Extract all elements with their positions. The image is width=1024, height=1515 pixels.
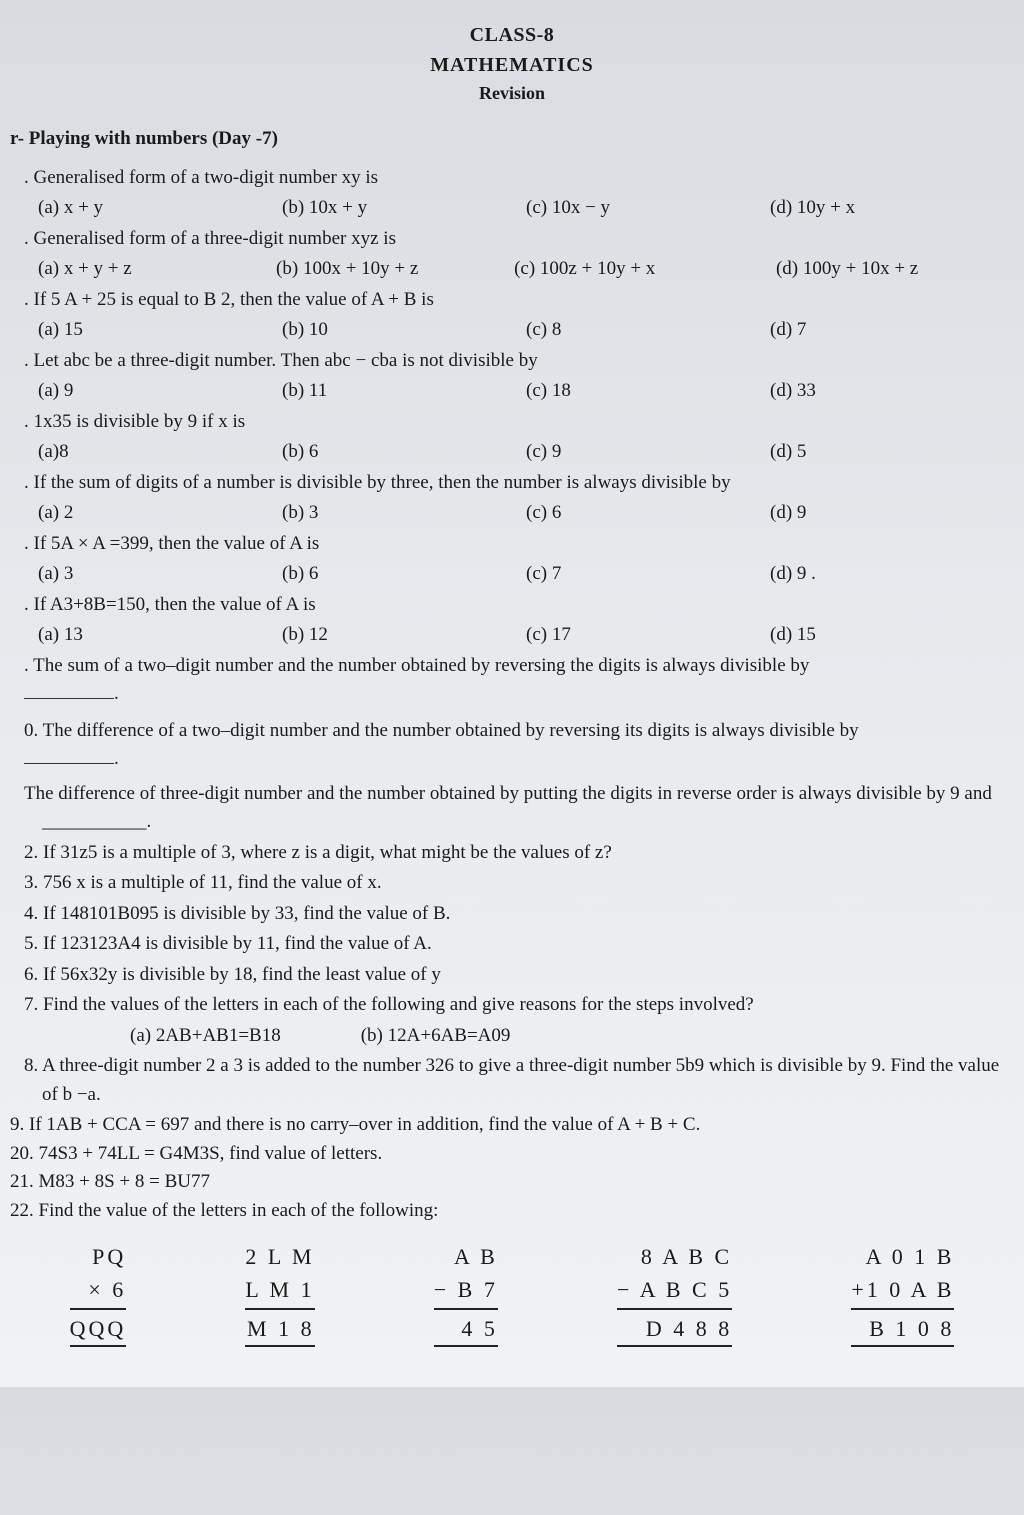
problem-3: A B − B 7 4 5 (434, 1240, 498, 1347)
class-label: CLASS-8 (10, 20, 1014, 50)
option-d: (d) 33 (770, 377, 1014, 406)
problem-4: 8 A B C − A B C 5 D 4 8 8 (617, 1240, 732, 1347)
question-text: . Generalised form of a two-digit number… (24, 164, 1014, 193)
question-text: . If the sum of digits of a number is di… (24, 469, 1014, 498)
question-text: 21. M83 + 8S + 8 = BU77 (10, 1168, 1014, 1197)
option-c: (c) 6 (526, 499, 770, 528)
option-c: (c) 100z + 10y + x (514, 255, 776, 284)
question-text: 4. If 148101B095 is divisible by 33, fin… (24, 900, 1014, 929)
option-b: (b) 10 (282, 316, 526, 345)
option-b: (b) 6 (282, 438, 526, 467)
question-text: . Generalised form of a three-digit numb… (24, 225, 1014, 254)
option-d: (d) 15 (770, 621, 1014, 650)
subject-label: MATHEMATICS (10, 50, 1014, 80)
option-a: (a) 13 (38, 621, 282, 650)
question-text: . If 5A × A =399, then the value of A is (24, 530, 1014, 559)
option-b: (b) 3 (282, 499, 526, 528)
tail-questions: 9. If 1AB + CCA = 697 and there is no ca… (10, 1111, 1014, 1225)
problem-1: PQ × 6 QQQ (70, 1240, 127, 1347)
option-a: (a) 9 (38, 377, 282, 406)
option-a: (a) 15 (38, 316, 282, 345)
question-text: 9. If 1AB + CCA = 697 and there is no ca… (10, 1111, 1014, 1140)
option-c: (c) 9 (526, 438, 770, 467)
option-b: (b) 11 (282, 377, 526, 406)
question-text: 2. If 31z5 is a multiple of 3, where z i… (24, 839, 1014, 868)
option-a: (a) 2 (38, 499, 282, 528)
option-d: (d) 9 . (770, 560, 1014, 589)
arithmetic-problems: PQ × 6 QQQ 2 L M L M 1 M 1 8 A B − B 7 4… (10, 1240, 1014, 1347)
option-a: (a) 3 (38, 560, 282, 589)
option-a: (a) x + y (38, 194, 282, 223)
question-text: 5. If 123123A4 is divisible by 11, find … (24, 930, 1014, 959)
revision-label: Revision (10, 80, 1014, 107)
question-text: 22. Find the value of the letters in eac… (10, 1197, 1014, 1226)
option-c: (c) 7 (526, 560, 770, 589)
option-d: (d) 10y + x (770, 194, 1014, 223)
option-c: (c) 10x − y (526, 194, 770, 223)
question-text: 20. 74S3 + 74LL = G4M3S, find value of l… (10, 1140, 1014, 1169)
option-b: (b) 10x + y (282, 194, 526, 223)
fill-blank (24, 698, 114, 699)
long-questions: The difference of three-digit number and… (10, 780, 1014, 1110)
question-text: . If 5 A + 25 is equal to B 2, then the … (24, 286, 1014, 315)
chapter-title: r- Playing with numbers (Day -7) (10, 125, 1014, 154)
option-c: (c) 18 (526, 377, 770, 406)
fill-text: 0. The difference of a two–digit number … (24, 720, 859, 741)
question-text: . If A3+8B=150, then the value of A is (24, 591, 1014, 620)
fill-blank (24, 763, 114, 764)
question-text: 6. If 56x32y is divisible by 18, find th… (24, 961, 1014, 990)
problem-5: A 0 1 B +1 0 A B B 1 0 8 (851, 1240, 954, 1347)
option-a: (a) x + y + z (38, 255, 276, 284)
sub-option-a: (a) 2AB+AB1=B18 (130, 1022, 281, 1051)
sub-option-b: (b) 12A+6AB=A09 (361, 1022, 511, 1051)
option-d: (d) 7 (770, 316, 1014, 345)
fill-question: 0. The difference of a two–digit number … (24, 717, 1014, 774)
option-c: (c) 17 (526, 621, 770, 650)
question-text: The difference of three-digit number and… (24, 780, 1014, 837)
option-d: (d) 9 (770, 499, 1014, 528)
mcq-section: . Generalised form of a two-digit number… (10, 164, 1014, 650)
question-text: 7. Find the values of the letters in eac… (24, 991, 1014, 1020)
option-b: (b) 100x + 10y + z (276, 255, 514, 284)
option-a: (a)8 (38, 438, 282, 467)
problem-2: 2 L M L M 1 M 1 8 (245, 1240, 314, 1347)
option-d: (d) 5 (770, 438, 1014, 467)
question-text: 8. A three-digit number 2 a 3 is added t… (24, 1052, 1014, 1109)
question-text: 3. 756 x is a multiple of 11, find the v… (24, 869, 1014, 898)
question-text: . 1x35 is divisible by 9 if x is (24, 408, 1014, 437)
option-b: (b) 12 (282, 621, 526, 650)
question-text: . Let abc be a three-digit number. Then … (24, 347, 1014, 376)
worksheet-header: CLASS-8 MATHEMATICS Revision (10, 20, 1014, 107)
option-b: (b) 6 (282, 560, 526, 589)
option-d: (d) 100y + 10x + z (776, 255, 1014, 284)
fill-text: . The sum of a two–digit number and the … (24, 655, 809, 676)
fill-question: . The sum of a two–digit number and the … (24, 652, 1014, 709)
option-c: (c) 8 (526, 316, 770, 345)
